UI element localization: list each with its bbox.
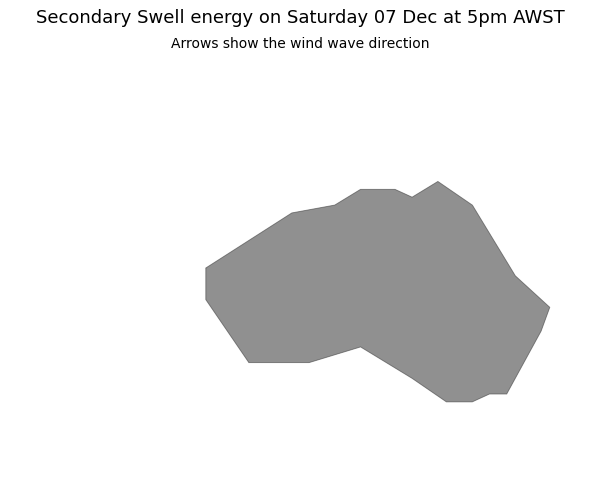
Text: Secondary Swell energy on Saturday 07 Dec at 5pm AWST: Secondary Swell energy on Saturday 07 De… bbox=[36, 9, 565, 27]
Polygon shape bbox=[206, 182, 549, 402]
Text: Arrows show the wind wave direction: Arrows show the wind wave direction bbox=[171, 37, 430, 51]
